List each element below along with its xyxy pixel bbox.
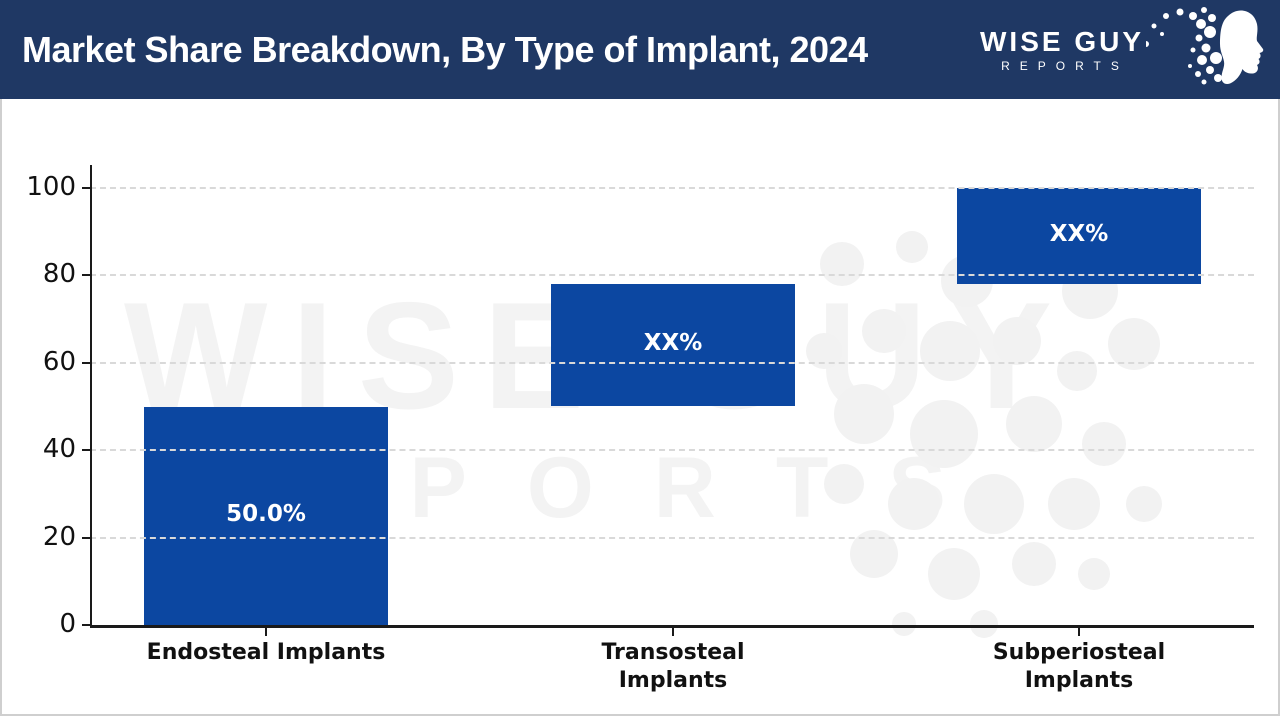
y-tick-20 xyxy=(82,536,90,539)
bar-3 xyxy=(957,188,1201,285)
y-tick-60 xyxy=(82,361,90,364)
y-tick-label: 40 xyxy=(42,434,76,465)
x-tick-1 xyxy=(265,628,267,636)
y-tick-40 xyxy=(82,449,90,452)
x-tick-2 xyxy=(672,628,674,636)
x-tick-label: Subperiosteal Implants xyxy=(992,640,1166,693)
logo-wordmark: WISE GUY REPORTS xyxy=(979,25,1144,73)
y-tick-label: 20 xyxy=(42,521,76,552)
bar-value-label: 50.0% xyxy=(226,500,306,527)
logo-wordmark-line2: REPORTS xyxy=(1001,58,1129,73)
logo-face-icon xyxy=(1143,4,1266,95)
y-axis xyxy=(90,165,92,627)
bar-2 xyxy=(551,284,795,407)
bar-1 xyxy=(144,406,388,625)
y-tick-0 xyxy=(82,624,90,626)
gridline-40 xyxy=(90,449,1254,452)
gridline-100 xyxy=(90,187,1254,189)
y-tick-label: 100 xyxy=(26,172,76,202)
x-tick-3 xyxy=(1078,628,1080,636)
bar-value-label: XX% xyxy=(643,330,703,357)
y-tick-label: 60 xyxy=(42,346,76,377)
page-title: Market Share Breakdown, By Type of Impla… xyxy=(22,28,868,70)
y-tick-100 xyxy=(82,187,90,189)
bar-value-label: XX% xyxy=(1049,221,1109,248)
watermark-face-icon xyxy=(772,219,1182,664)
y-tick-label: 80 xyxy=(42,259,76,290)
gridline-80 xyxy=(90,274,1254,277)
y-tick-label: 0 xyxy=(59,609,76,639)
y-tick-80 xyxy=(82,274,90,277)
gridline-60 xyxy=(90,361,1254,364)
gridline-20 xyxy=(90,536,1254,539)
x-axis xyxy=(90,625,1254,628)
header: Market Share Breakdown, By Type of Impla… xyxy=(0,0,1280,99)
brand-logo: WISE GUY REPORTS xyxy=(980,4,1266,95)
x-tick-label: Endosteal Implants xyxy=(146,640,386,665)
x-tick-label: Transosteal Implants xyxy=(601,640,745,693)
logo-wordmark-line1: WISE GUY xyxy=(979,25,1144,57)
chart-region: WISE GUY REPORTS 0 20 40 60 80 100 50.0% Endost… xyxy=(0,99,1280,716)
